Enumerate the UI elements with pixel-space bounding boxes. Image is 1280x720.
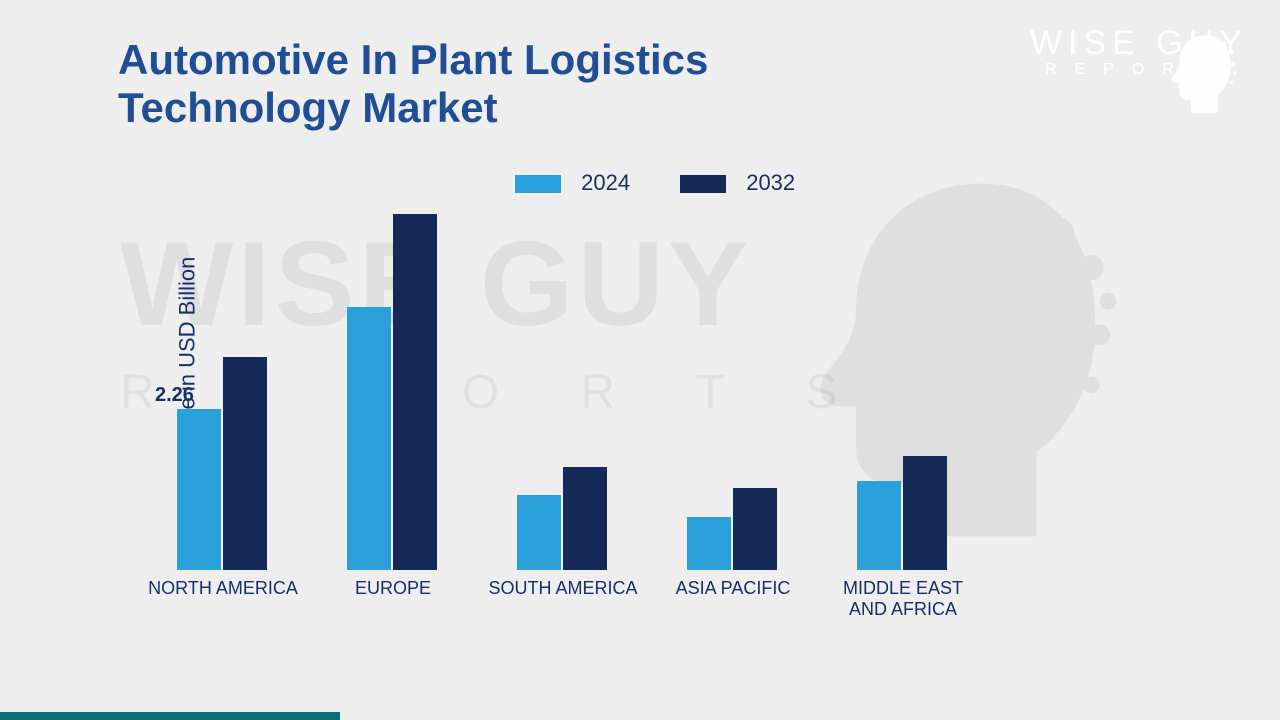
chart-title: Automotive In Plant Logistics Technology… <box>118 36 758 133</box>
bar-2024 <box>177 409 221 570</box>
brand-head-icon <box>1154 30 1244 120</box>
bar-2024 <box>857 481 901 570</box>
chart-card: WISE GUY R E P O R T S Automotive In Pla… <box>0 0 1280 720</box>
bottom-accent-bar <box>0 712 340 720</box>
bar-2032 <box>393 214 437 570</box>
legend-swatch-2024 <box>515 175 561 193</box>
bar-2024 <box>687 517 731 570</box>
bar-2032 <box>223 357 267 570</box>
legend-item-2032: 2032 <box>680 170 795 196</box>
category-label: EUROPE <box>318 578 468 599</box>
legend-label-2024: 2024 <box>581 170 630 195</box>
category-label: MIDDLE EAST AND AFRICA <box>828 578 978 619</box>
bar-value-label: 2.26 <box>155 384 194 407</box>
legend-swatch-2032 <box>680 175 726 193</box>
bar-2024 <box>347 307 391 570</box>
category-label: ASIA PACIFIC <box>658 578 808 599</box>
bar-2032 <box>563 467 607 570</box>
bar-2032 <box>903 456 947 570</box>
plot-area: 2.26NORTH AMERICAEUROPESOUTH AMERICAASIA… <box>143 200 975 570</box>
legend-label-2032: 2032 <box>746 170 795 195</box>
legend-item-2024: 2024 <box>515 170 630 196</box>
category-label: NORTH AMERICA <box>148 578 298 599</box>
chart-legend: 2024 2032 <box>515 170 795 196</box>
bar-2024 <box>517 495 561 570</box>
bar-chart: Market Size in USD Billion 2024 2032 2.2… <box>95 170 975 600</box>
bar-2032 <box>733 488 777 570</box>
category-label: SOUTH AMERICA <box>488 578 638 599</box>
